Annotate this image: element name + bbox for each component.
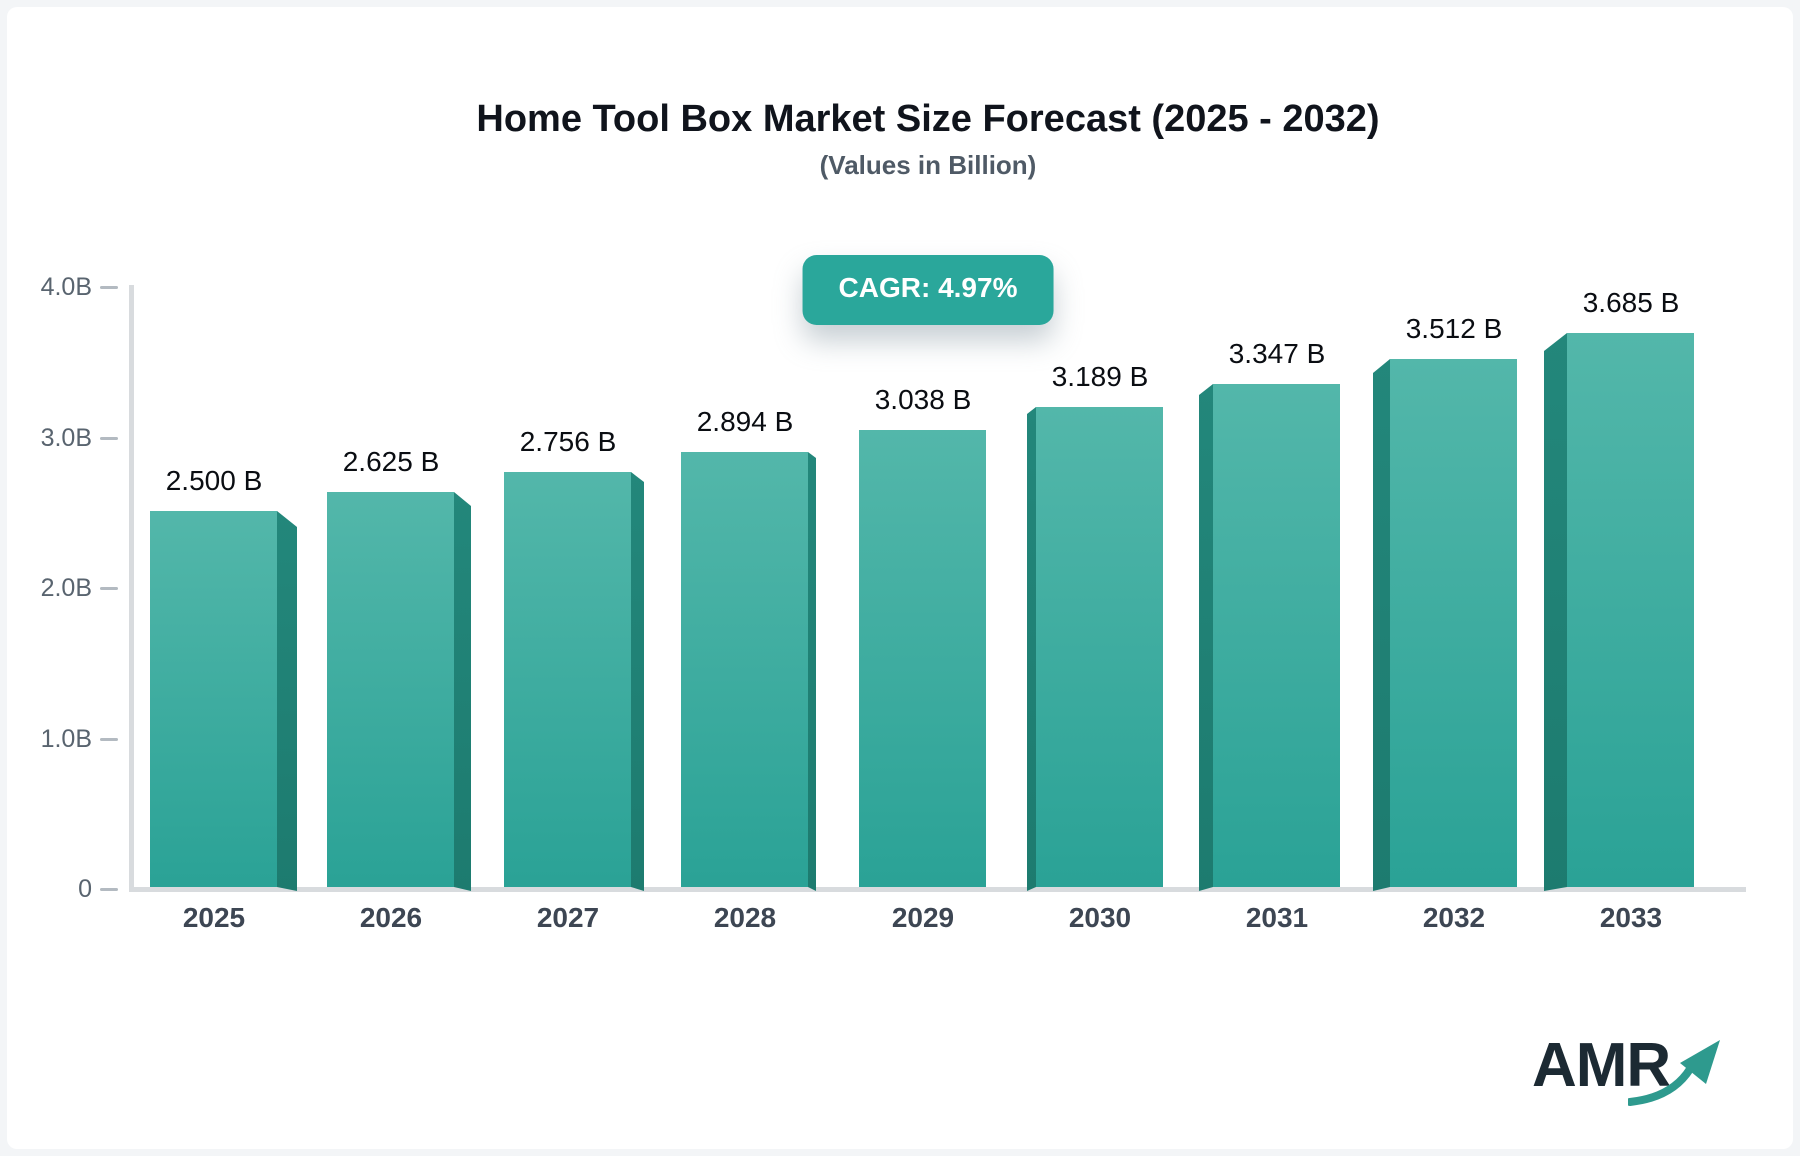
amr-logo: AMR [1532,1030,1782,1120]
bar-2029 [859,430,986,887]
bar-side-2025 [277,511,297,891]
y-tick-label: 3.0B [40,423,92,452]
y-axis-line [129,285,134,892]
y-tick-dash [100,436,118,440]
x-tick-label: 2025 [182,902,246,933]
bar-value-label: 2.625 B [342,446,440,477]
bar-value-label: 3.685 B [1582,287,1680,318]
bar-side-2032 [1373,359,1390,891]
x-tick-label: 2032 [1422,902,1486,933]
x-tick-label: 2031 [1245,902,1309,933]
chart-title: Home Tool Box Market Size Forecast (2025… [476,98,1380,140]
bar-value-label: 3.189 B [1051,361,1149,392]
y-tick-dash [100,737,118,741]
amr-logo-text: AMR [1532,1031,1671,1100]
bar-side-2033 [1544,333,1567,891]
bar-side-2027 [631,472,644,891]
bar-value-label: 3.512 B [1405,313,1503,344]
growth-arrow-icon [1628,1040,1720,1106]
x-tick-label: 2026 [359,902,423,933]
bar-2027 [504,472,631,887]
bar-value-label: 2.894 B [696,406,794,437]
bar-2028 [681,452,808,887]
bar-value-label: 2.500 B [165,465,263,496]
bar-2032 [1390,359,1517,887]
y-tick-label: 4.0B [40,273,92,302]
bar-value-label: 3.038 B [874,384,972,415]
x-tick-label: 2028 [713,902,777,933]
bar-side-2028 [808,452,816,891]
chart-subtitle: (Values in Billion) [819,150,1037,180]
x-tick-label: 2029 [891,902,955,933]
bar-side-2031 [1199,384,1213,891]
bar-side-2026 [454,492,471,891]
bar-side-2030 [1027,407,1036,891]
cagr-badge-label: CAGR: 4.97% [838,272,1018,303]
y-tick-dash [100,587,118,591]
y-tick-label: 0 [78,875,92,903]
bar-2030 [1036,407,1163,887]
bar-value-label: 3.347 B [1228,338,1326,369]
y-tick-label: 2.0B [40,574,92,603]
y-tick-dash [100,888,118,891]
bar-value-label: 2.756 B [519,426,617,457]
x-tick-label: 2033 [1599,902,1663,933]
bar-2026 [327,492,454,887]
bar-2031 [1213,384,1340,887]
y-tick-label: 1.0B [40,724,92,753]
x-tick-label: 2030 [1068,902,1132,933]
y-tick-dash [100,286,118,290]
bar-2025 [150,511,277,887]
bar-2033 [1567,333,1694,887]
cagr-badge: CAGR: 4.97% [802,255,1054,325]
x-tick-label: 2027 [536,902,600,933]
x-axis-line [129,887,1746,892]
